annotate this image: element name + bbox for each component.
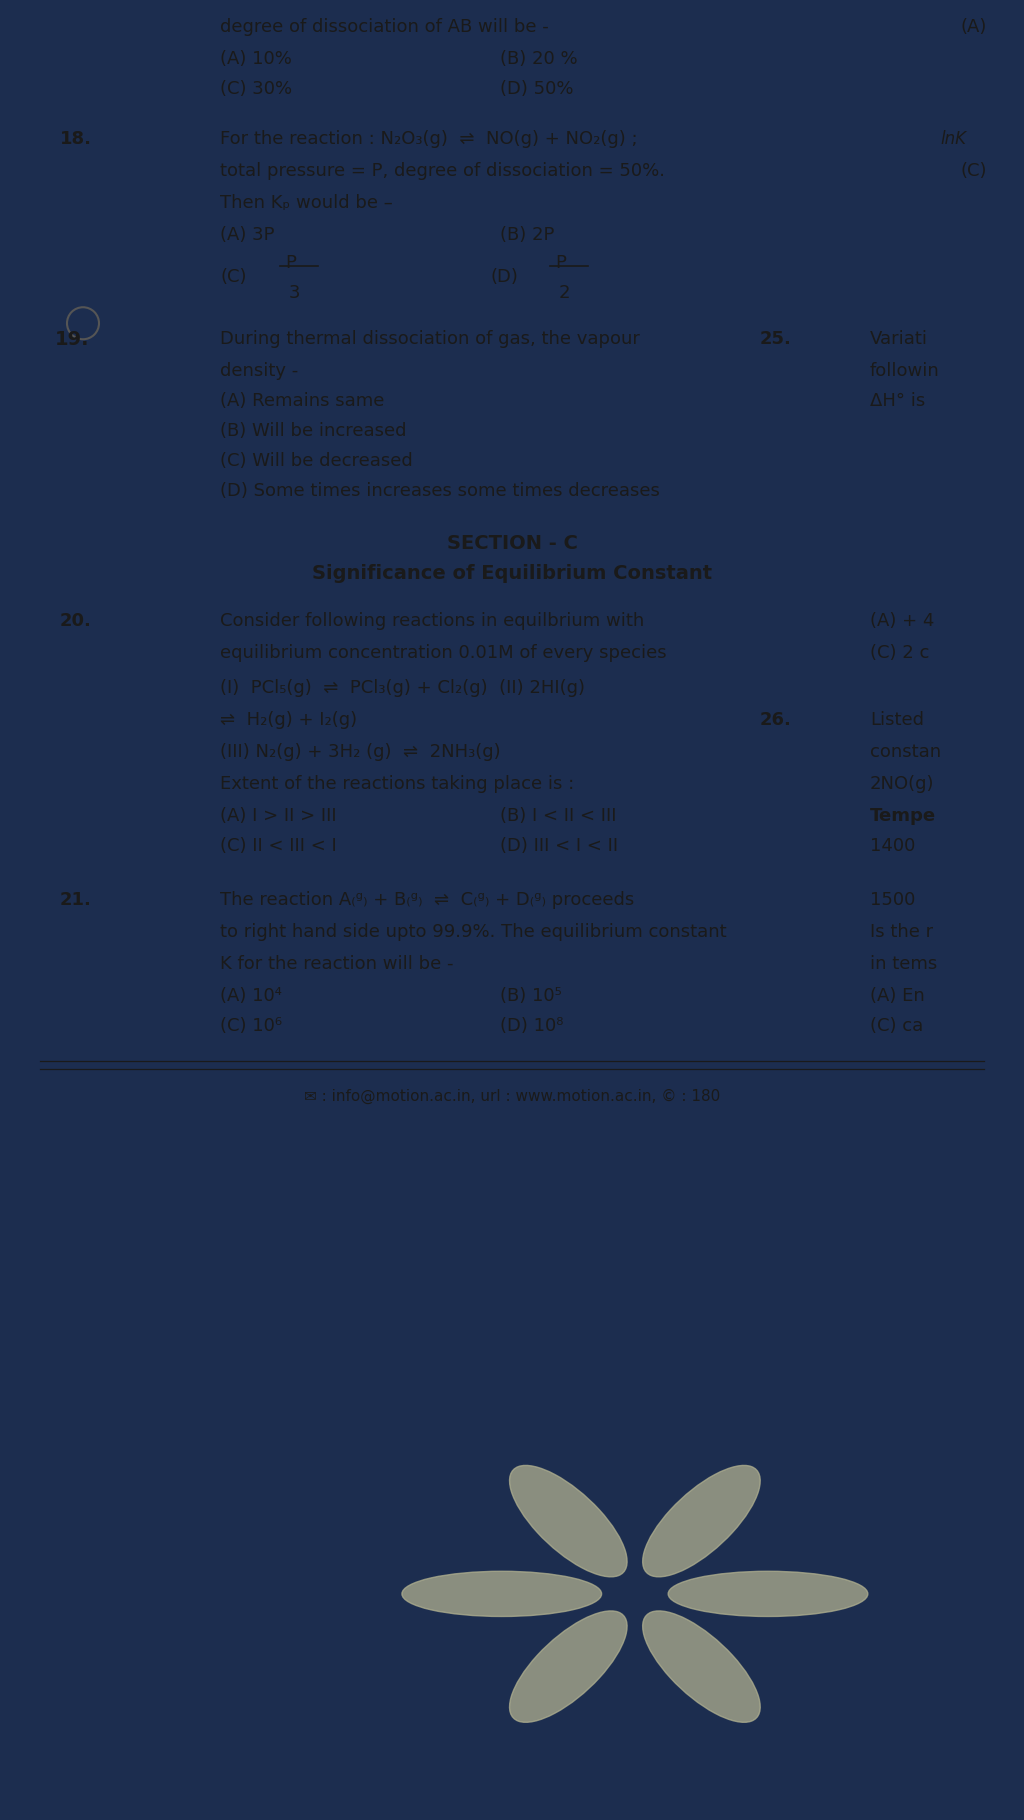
Ellipse shape <box>643 1611 760 1722</box>
Text: (B) I < II < III: (B) I < II < III <box>500 806 616 824</box>
Text: equilibrium concentration 0.01M of every species: equilibrium concentration 0.01M of every… <box>220 644 667 662</box>
Text: Extent of the reactions taking place is :: Extent of the reactions taking place is … <box>220 775 574 792</box>
Text: followin: followin <box>870 362 940 380</box>
Text: For the reaction : N₂O₃(g)  ⇌  NO(g) + NO₂(g) ;: For the reaction : N₂O₃(g) ⇌ NO(g) + NO₂… <box>220 129 638 147</box>
Text: (A) I > II > III: (A) I > II > III <box>220 806 337 824</box>
Text: (C) II < III < I: (C) II < III < I <box>220 837 337 855</box>
Ellipse shape <box>401 1571 602 1616</box>
Text: (A) + 4: (A) + 4 <box>870 613 934 630</box>
Text: P: P <box>555 255 566 273</box>
Text: (A) 3P: (A) 3P <box>220 226 274 244</box>
Text: total pressure = P, degree of dissociation = 50%.: total pressure = P, degree of dissociati… <box>220 162 665 180</box>
Ellipse shape <box>668 1571 868 1616</box>
Text: (C) 10⁶: (C) 10⁶ <box>220 1017 283 1036</box>
Text: (A) 10%: (A) 10% <box>220 49 292 67</box>
Text: 1500: 1500 <box>870 890 915 908</box>
Text: 25.: 25. <box>760 329 792 348</box>
Text: (A) Remains same: (A) Remains same <box>220 393 384 410</box>
Text: 19.: 19. <box>55 329 89 349</box>
Text: 2NO(g): 2NO(g) <box>870 775 935 792</box>
Text: to right hand side upto 99.9%. The equilibrium constant: to right hand side upto 99.9%. The equil… <box>220 923 727 941</box>
Text: (D): (D) <box>490 268 518 286</box>
Text: (D) Some times increases some times decreases: (D) Some times increases some times decr… <box>220 482 659 500</box>
Text: 2: 2 <box>559 284 570 302</box>
Text: (B) 10⁵: (B) 10⁵ <box>500 986 562 1005</box>
Text: K for the reaction will be -: K for the reaction will be - <box>220 956 454 972</box>
Text: (B) Will be increased: (B) Will be increased <box>220 422 407 440</box>
Text: 26.: 26. <box>760 710 792 728</box>
Text: (C) Will be decreased: (C) Will be decreased <box>220 453 413 470</box>
Text: During thermal dissociation of gas, the vapour: During thermal dissociation of gas, the … <box>220 329 640 348</box>
Text: 18.: 18. <box>60 129 92 147</box>
Text: ΔH° is: ΔH° is <box>870 393 926 410</box>
Text: (III) N₂(g) + 3H₂ (g)  ⇌  2NH₃(g): (III) N₂(g) + 3H₂ (g) ⇌ 2NH₃(g) <box>220 743 501 761</box>
Text: (C): (C) <box>961 162 986 180</box>
Text: (C) 2 c: (C) 2 c <box>870 644 930 662</box>
Text: P: P <box>285 255 296 273</box>
Text: 20.: 20. <box>60 613 92 630</box>
Text: (D) 10⁸: (D) 10⁸ <box>500 1017 563 1036</box>
Text: ⇌  H₂(g) + I₂(g): ⇌ H₂(g) + I₂(g) <box>220 710 357 728</box>
Text: Tempe: Tempe <box>870 806 936 824</box>
Text: degree of dissociation of AB will be -: degree of dissociation of AB will be - <box>220 18 549 36</box>
Text: (I)  PCl₅(g)  ⇌  PCl₃(g) + Cl₂(g)  (II) 2HI(g): (I) PCl₅(g) ⇌ PCl₃(g) + Cl₂(g) (II) 2HI(… <box>220 679 585 697</box>
Text: Then Kₚ would be –: Then Kₚ would be – <box>220 195 393 213</box>
Text: constan: constan <box>870 743 941 761</box>
Text: in tems: in tems <box>870 956 937 972</box>
Text: 1400: 1400 <box>870 837 915 855</box>
Text: Is the r: Is the r <box>870 923 933 941</box>
Ellipse shape <box>510 1465 627 1576</box>
Text: (B) 20 %: (B) 20 % <box>500 49 578 67</box>
Text: (C) 30%: (C) 30% <box>220 80 292 98</box>
Text: (C): (C) <box>220 268 247 286</box>
Text: Listed: Listed <box>870 710 924 728</box>
Text: lnK: lnK <box>940 129 966 147</box>
Text: 21.: 21. <box>60 890 92 908</box>
Ellipse shape <box>643 1465 760 1576</box>
Text: Significance of Equilibrium Constant: Significance of Equilibrium Constant <box>312 564 712 584</box>
Text: Consider following reactions in equilbrium with: Consider following reactions in equilbri… <box>220 613 644 630</box>
Text: Variati: Variati <box>870 329 928 348</box>
Text: (A) 10⁴: (A) 10⁴ <box>220 986 282 1005</box>
Text: density -: density - <box>220 362 298 380</box>
Text: ✉ : info@motion.ac.in, url : www.motion.ac.in, © : 180: ✉ : info@motion.ac.in, url : www.motion.… <box>304 1088 720 1105</box>
Ellipse shape <box>510 1611 627 1722</box>
Text: SECTION - C: SECTION - C <box>446 535 578 553</box>
Text: (D) III < I < II: (D) III < I < II <box>500 837 618 855</box>
Text: The reaction A₍ᵍ₎ + B₍ᵍ₎  ⇌  C₍ᵍ₎ + D₍ᵍ₎ proceeds: The reaction A₍ᵍ₎ + B₍ᵍ₎ ⇌ C₍ᵍ₎ + D₍ᵍ₎ p… <box>220 890 634 908</box>
Text: (A): (A) <box>961 18 986 36</box>
Text: (C) ca: (C) ca <box>870 1017 924 1036</box>
Text: 3: 3 <box>289 284 300 302</box>
Text: (D) 50%: (D) 50% <box>500 80 573 98</box>
Text: (B) 2P: (B) 2P <box>500 226 554 244</box>
Text: (A) En: (A) En <box>870 986 925 1005</box>
